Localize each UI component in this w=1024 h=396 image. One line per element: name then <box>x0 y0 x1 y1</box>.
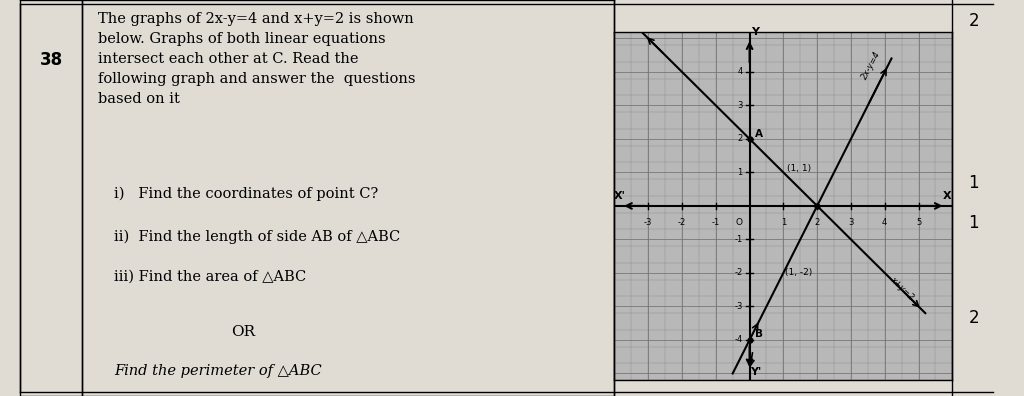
Text: 3: 3 <box>848 218 854 227</box>
Text: 4: 4 <box>882 218 888 227</box>
Text: -2: -2 <box>678 218 686 227</box>
Text: Find the perimeter of △ABC: Find the perimeter of △ABC <box>114 364 322 378</box>
Text: 1: 1 <box>737 168 742 177</box>
Text: i)   Find the coordinates of point C?: i) Find the coordinates of point C? <box>114 186 378 200</box>
Text: x+y=2: x+y=2 <box>888 274 915 302</box>
Text: 2: 2 <box>969 12 979 30</box>
Text: -2: -2 <box>734 268 742 278</box>
Text: A: A <box>755 129 763 139</box>
Text: 38: 38 <box>40 51 62 69</box>
Text: B: B <box>755 329 763 339</box>
Text: ii)  Find the length of side AB of △ABC: ii) Find the length of side AB of △ABC <box>114 230 400 244</box>
Text: O: O <box>736 218 742 227</box>
Text: 2: 2 <box>737 134 742 143</box>
Text: 2x-y=4: 2x-y=4 <box>860 49 883 81</box>
Text: 5: 5 <box>915 218 922 227</box>
Text: -3: -3 <box>734 302 742 311</box>
Text: -4: -4 <box>734 335 742 345</box>
Text: Y': Y' <box>750 367 761 377</box>
Text: -1: -1 <box>734 235 742 244</box>
Text: OR: OR <box>231 325 255 339</box>
Text: X: X <box>943 190 951 200</box>
Text: 4: 4 <box>737 67 742 76</box>
Text: (1, 1): (1, 1) <box>786 164 811 173</box>
Text: iii) Find the area of △ABC: iii) Find the area of △ABC <box>114 269 306 283</box>
Text: The graphs of 2x-y=4 and x+y=2 is shown
below. Graphs of both linear equations
i: The graphs of 2x-y=4 and x+y=2 is shown … <box>98 12 416 106</box>
Text: 1: 1 <box>780 218 786 227</box>
Text: (1, -2): (1, -2) <box>785 268 812 277</box>
Text: 1: 1 <box>969 214 979 232</box>
Text: X': X' <box>613 190 626 200</box>
Text: -3: -3 <box>644 218 652 227</box>
Text: -1: -1 <box>712 218 720 227</box>
Text: Y: Y <box>751 27 759 37</box>
Text: 1: 1 <box>969 174 979 192</box>
Text: 2: 2 <box>814 218 820 227</box>
Text: 2: 2 <box>969 309 979 327</box>
Text: 3: 3 <box>737 101 742 110</box>
